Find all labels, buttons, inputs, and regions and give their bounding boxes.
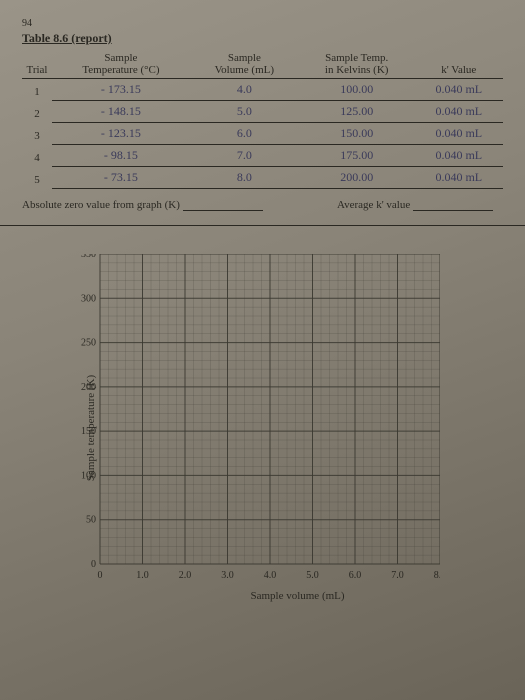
divider [0, 225, 525, 226]
y-axis-label: Sample temperature (K) [85, 375, 97, 481]
summary-row: Absolute zero value from graph (K) Avera… [22, 199, 503, 211]
col-kval: k' Value [415, 50, 503, 79]
col-trial: Trial [22, 50, 52, 79]
col-temp: Sample Temperature (°C) [52, 50, 190, 79]
svg-text:4.0: 4.0 [264, 570, 277, 581]
cell-trial: 1 [22, 79, 52, 101]
cell-vol: 8.0 [190, 167, 299, 189]
cell-kval: 0.040 mL [415, 101, 503, 123]
chart-grid: 05010015020025030035001.02.03.04.05.06.0… [72, 254, 440, 586]
cell-vol: 7.0 [190, 145, 299, 167]
cell-kelvin: 125.00 [299, 101, 415, 123]
cell-kelvin: 100.00 [299, 79, 415, 101]
svg-text:8.0: 8.0 [434, 570, 440, 581]
chart-area: Sample temperature (K) 05010015020025030… [72, 254, 503, 602]
avg-k-label: Average k' value [337, 199, 410, 211]
abs-zero-label: Absolute zero value from graph (K) [22, 199, 180, 211]
svg-text:2.0: 2.0 [179, 570, 192, 581]
svg-text:50: 50 [86, 515, 96, 526]
table-title: Table 8.6 (report) [22, 31, 503, 46]
svg-text:3.0: 3.0 [221, 570, 234, 581]
svg-text:5.0: 5.0 [306, 570, 319, 581]
col-vol: Sample Volume (mL) [190, 50, 299, 79]
table-row: 2- 148.155.0125.000.040 mL [22, 101, 503, 123]
cell-kval: 0.040 mL [415, 123, 503, 145]
page-number: 94 [22, 18, 503, 29]
cell-trial: 5 [22, 167, 52, 189]
data-table: Trial Sample Temperature (°C) Sample Vol… [22, 50, 503, 189]
svg-text:7.0: 7.0 [391, 570, 404, 581]
cell-kval: 0.040 mL [415, 167, 503, 189]
cell-kelvin: 150.00 [299, 123, 415, 145]
cell-vol: 5.0 [190, 101, 299, 123]
table-row: 1- 173.154.0100.000.040 mL [22, 79, 503, 101]
table-row: 5- 73.158.0200.000.040 mL [22, 167, 503, 189]
cell-temp: - 173.15 [52, 79, 190, 101]
svg-text:250: 250 [81, 338, 96, 349]
cell-temp: - 148.15 [52, 101, 190, 123]
avg-k-blank [413, 199, 493, 211]
cell-vol: 6.0 [190, 123, 299, 145]
abs-zero-blank [183, 199, 263, 211]
cell-trial: 2 [22, 101, 52, 123]
cell-trial: 4 [22, 145, 52, 167]
cell-kval: 0.040 mL [415, 79, 503, 101]
svg-text:350: 350 [81, 254, 96, 260]
svg-text:300: 300 [81, 293, 96, 304]
cell-kval: 0.040 mL [415, 145, 503, 167]
col-kelvin: Sample Temp. in Kelvins (K) [299, 50, 415, 79]
x-axis-label: Sample volume (mL) [92, 590, 503, 602]
cell-trial: 3 [22, 123, 52, 145]
svg-text:1.0: 1.0 [136, 570, 149, 581]
cell-kelvin: 200.00 [299, 167, 415, 189]
svg-text:0: 0 [98, 570, 103, 581]
cell-vol: 4.0 [190, 79, 299, 101]
cell-temp: - 98.15 [52, 145, 190, 167]
svg-text:0: 0 [91, 559, 96, 570]
table-row: 4- 98.157.0175.000.040 mL [22, 145, 503, 167]
cell-temp: - 73.15 [52, 167, 190, 189]
cell-temp: - 123.15 [52, 123, 190, 145]
cell-kelvin: 175.00 [299, 145, 415, 167]
svg-text:6.0: 6.0 [349, 570, 362, 581]
table-row: 3- 123.156.0150.000.040 mL [22, 123, 503, 145]
